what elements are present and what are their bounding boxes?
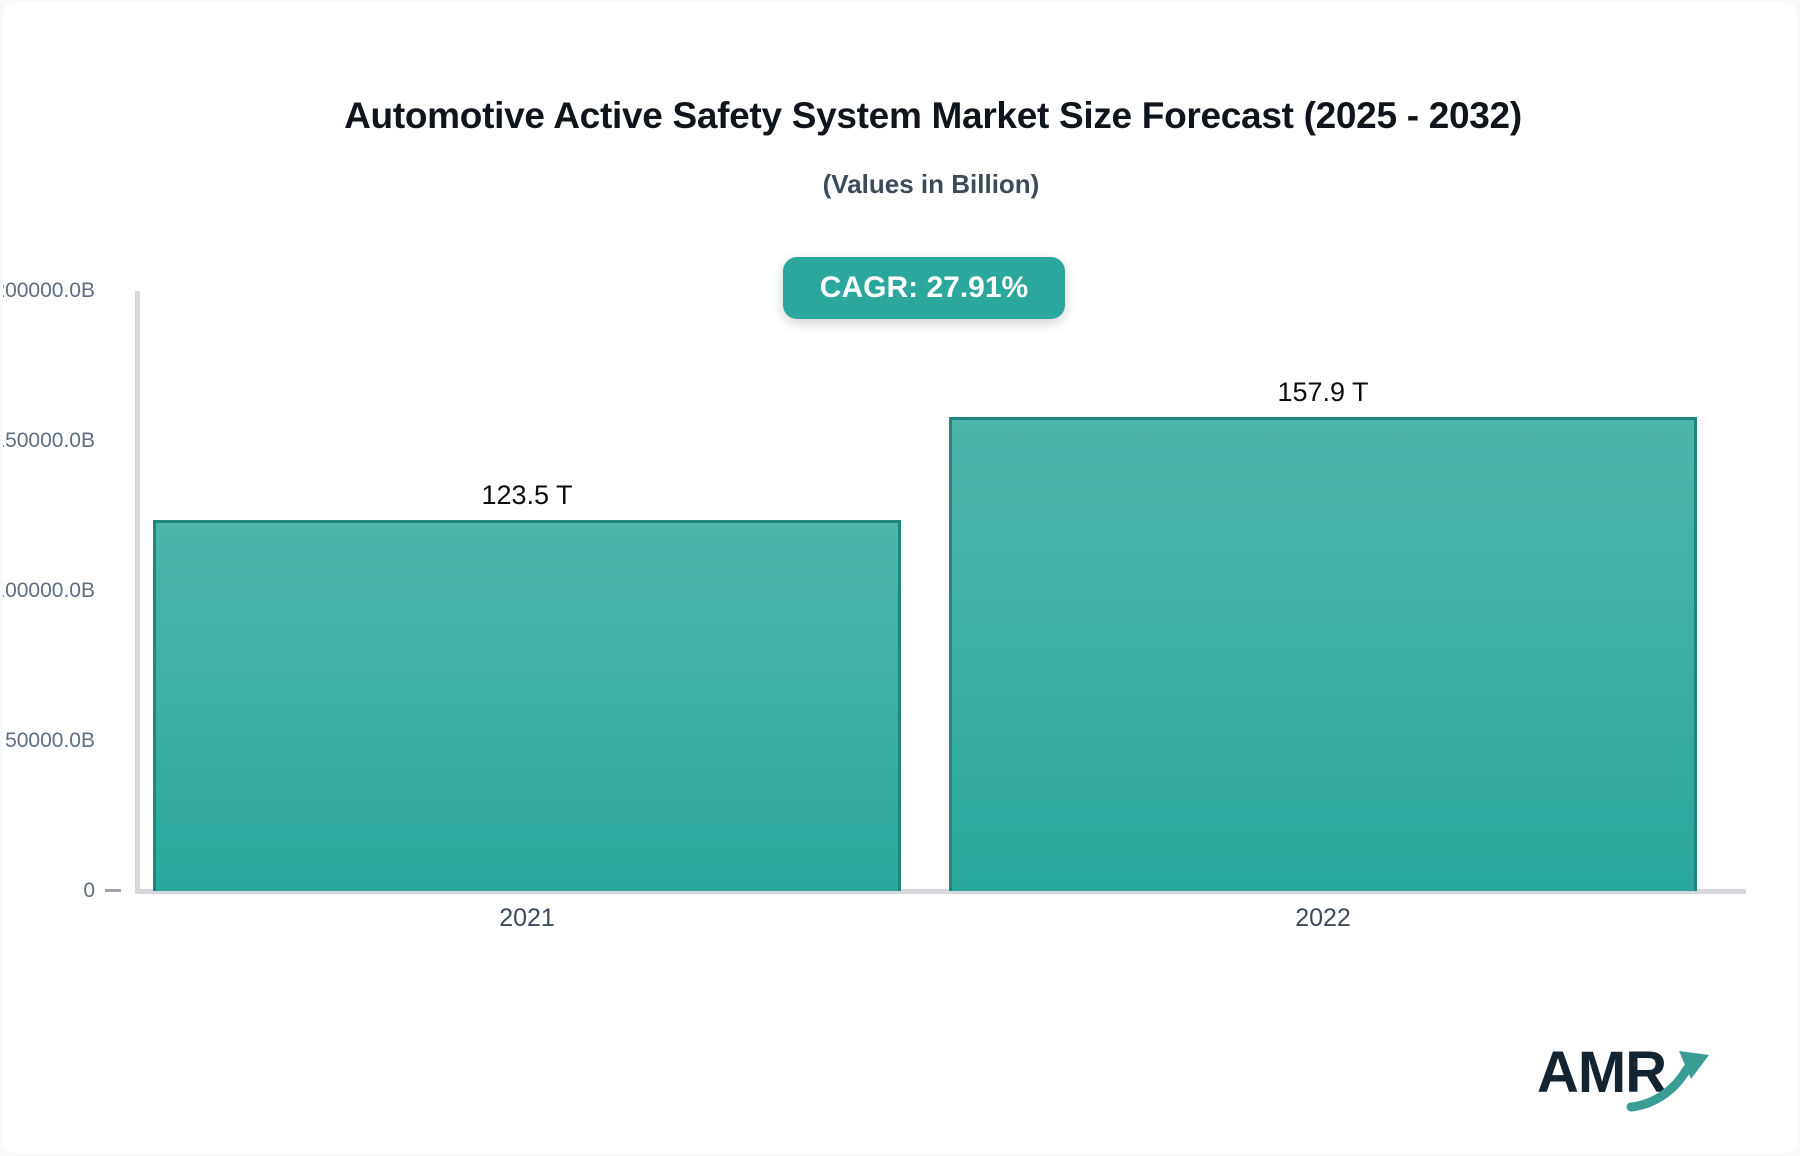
y-axis-tick-label: 100000.0B	[3, 579, 95, 602]
x-axis-line	[135, 889, 1746, 894]
cagr-badge: CAGR: 27.91%	[783, 257, 1065, 319]
x-axis-category-label: 2021	[499, 904, 555, 932]
bar-value-label: 123.5 T	[481, 480, 573, 510]
amr-logo: AMR	[1533, 1035, 1733, 1125]
y-axis-line	[135, 291, 140, 894]
y-axis-tick-label: 0	[83, 879, 95, 902]
y-axis-tick-label: 50000.0B	[5, 729, 95, 752]
bar-chart-plot-area: 200000.0B 150000.0B 100000.0B 50000.0B 0 123.…	[3, 3, 1797, 1153]
chart-card: Automotive Active Safety System Market S…	[3, 3, 1797, 1153]
bar-2021	[153, 520, 901, 891]
zero-tick-mark	[105, 889, 121, 892]
x-axis-category-label: 2022	[1295, 904, 1351, 932]
y-axis-tick-label: 150000.0B	[3, 429, 95, 452]
chart-subtitle: (Values in Billion)	[822, 169, 1040, 199]
growth-arrow-icon	[1626, 1051, 1709, 1112]
amr-logo-text: AMR	[1537, 1040, 1667, 1105]
bar-2022	[949, 417, 1697, 891]
bar-value-label: 157.9 T	[1277, 377, 1369, 407]
y-axis-tick-label: 200000.0B	[3, 279, 95, 302]
chart-title: Automotive Active Safety System Market S…	[344, 95, 1522, 136]
